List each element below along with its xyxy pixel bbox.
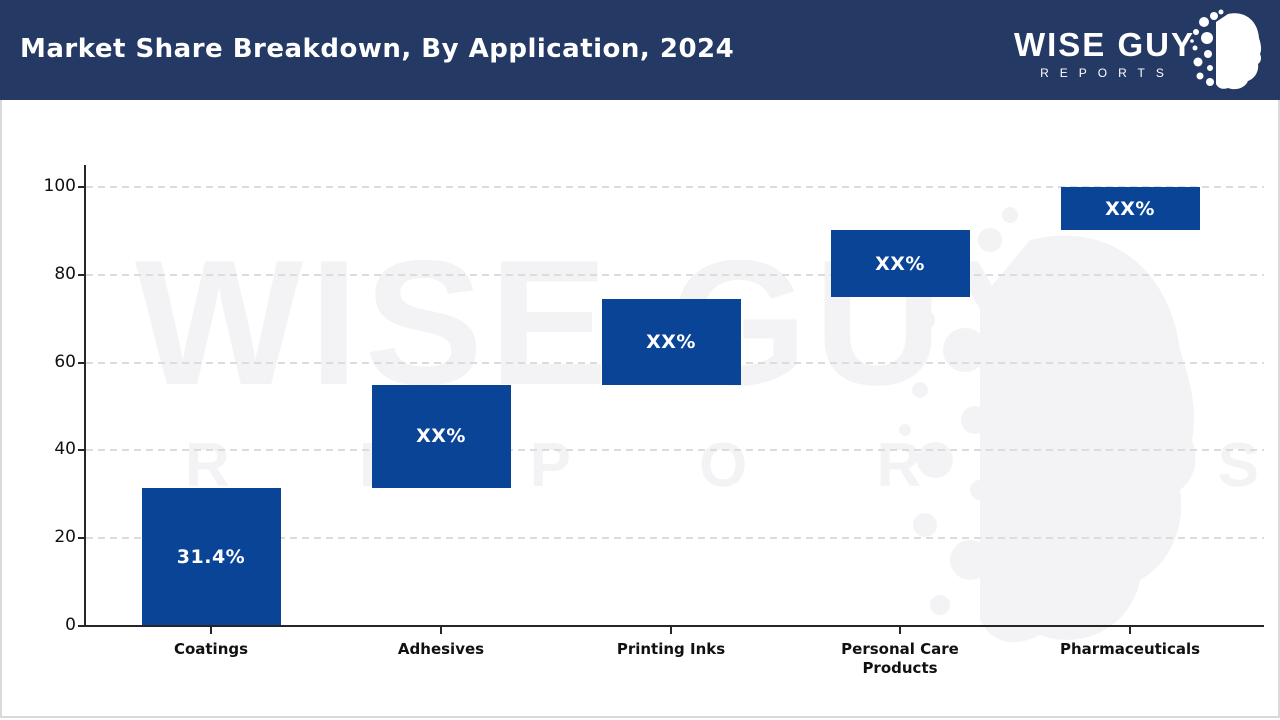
bar-value-label: XX% — [1105, 197, 1155, 220]
y-tick-mark — [78, 537, 85, 540]
x-category-label: Coatings — [173, 640, 249, 658]
y-tick-label: 0 — [65, 615, 76, 635]
x-tick-mark — [670, 627, 672, 634]
y-gridline — [86, 273, 1264, 276]
x-tick-mark — [440, 627, 442, 634]
y-tick-label: 20 — [54, 527, 76, 548]
brand-subname: REPORTS — [1040, 66, 1175, 80]
x-category-label: Personal Care Products — [841, 640, 959, 677]
page-border-right — [1278, 100, 1280, 716]
y-tick-mark — [78, 273, 85, 276]
page-border-bottom — [0, 716, 1280, 718]
x-axis-line — [85, 625, 1264, 627]
brand-name: WISE GUY — [1013, 26, 1196, 63]
bar-value-label: 31.4% — [176, 546, 246, 569]
y-gridline — [86, 186, 1264, 188]
y-tick-mark — [78, 361, 85, 364]
x-tick-mark — [1129, 627, 1131, 634]
x-category-label: Pharmaceuticals — [1059, 640, 1201, 658]
x-category-label: Printing Inks — [616, 640, 726, 658]
bar-adhesives: XX% — [371, 384, 511, 489]
page-title: Market Share Breakdown, By Application, … — [20, 34, 735, 64]
y-tick-label: 100 — [43, 176, 76, 196]
brand-face-icon — [1190, 9, 1262, 90]
bar-value-label: XX% — [416, 425, 466, 448]
bar-pharmaceuticals: XX% — [1060, 187, 1200, 231]
brand-logo: WISE GUY REPORTS — [1012, 8, 1262, 92]
y-tick-mark — [78, 449, 85, 452]
header-bar: Market Share Breakdown, By Application, … — [0, 0, 1280, 100]
bar-personal-care-products: XX% — [830, 230, 970, 298]
y-gridline — [86, 537, 1264, 540]
y-tick-mark — [78, 625, 85, 627]
page-border-left — [0, 100, 2, 716]
y-gridline — [86, 449, 1264, 452]
x-category-label: Adhesives — [397, 640, 485, 658]
bar-value-label: XX% — [646, 330, 696, 353]
y-axis-line — [84, 165, 86, 627]
bar-value-label: XX% — [875, 252, 925, 275]
y-tick-label: 80 — [54, 263, 76, 284]
bar-printing-inks: XX% — [601, 298, 741, 385]
y-tick-label: 40 — [54, 439, 76, 460]
y-tick-mark — [78, 186, 85, 188]
x-tick-mark — [210, 627, 212, 634]
bar-coatings: 31.4% — [141, 488, 281, 626]
x-tick-mark — [899, 627, 901, 634]
y-tick-label: 60 — [54, 351, 76, 372]
brand-logo-text: WISE GUY REPORTS — [1012, 26, 1197, 80]
